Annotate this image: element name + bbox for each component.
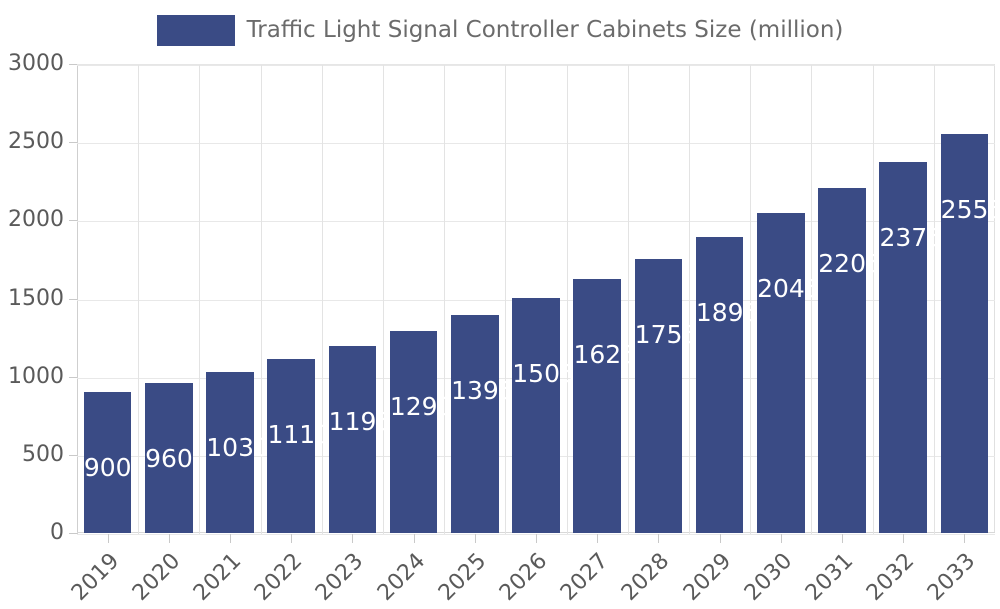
bar[interactable]	[328, 346, 377, 533]
bar[interactable]	[267, 359, 315, 533]
x-axis-tick-mark	[230, 534, 231, 543]
gridline-horizontal	[77, 65, 995, 66]
y-axis-tick-label: 1500	[8, 285, 64, 311]
bar[interactable]	[940, 133, 989, 533]
x-axis-tick-mark	[291, 534, 292, 543]
y-axis-tick-label: 0	[50, 520, 64, 545]
gridline-horizontal	[77, 221, 995, 223]
x-axis-tick-mark	[964, 534, 965, 543]
y-axis-tick-label: 2500	[8, 129, 64, 155]
y-axis-spine	[77, 64, 78, 534]
y-axis-tick-mark	[69, 533, 77, 534]
legend-label: Traffic Light Signal Controller Cabinets…	[246, 16, 844, 43]
x-axis-tick-mark	[842, 534, 843, 543]
bar[interactable]	[83, 392, 132, 533]
bar[interactable]	[695, 236, 744, 533]
x-axis-tick-mark	[658, 534, 659, 543]
y-axis-tick-label: 1000	[8, 363, 64, 389]
gridline-vertical	[322, 65, 323, 534]
bar[interactable]	[389, 331, 438, 533]
gridline-vertical	[505, 65, 506, 534]
bar[interactable]	[512, 297, 560, 533]
y-axis-tick-label: 500	[22, 441, 64, 467]
gridline-vertical	[628, 65, 629, 534]
y-axis-tick-mark	[69, 298, 77, 300]
y-axis-tick-mark	[69, 454, 77, 456]
y-axis-tick-mark	[69, 64, 77, 65]
y-axis-tick-label: 3000	[8, 51, 64, 76]
x-axis-tick-mark	[903, 534, 904, 543]
y-axis-tick-mark	[69, 220, 77, 222]
y-axis-tick-mark	[69, 142, 77, 144]
x-axis-tick-mark	[352, 534, 353, 543]
gridline-vertical	[567, 65, 568, 534]
bar[interactable]	[573, 278, 621, 533]
bar[interactable]	[879, 161, 927, 533]
gridline-vertical	[873, 65, 874, 534]
gridline-horizontal	[77, 143, 995, 145]
bar[interactable]	[145, 382, 193, 533]
bar[interactable]	[634, 258, 683, 533]
bar[interactable]	[451, 314, 499, 533]
legend-color-swatch	[156, 14, 235, 46]
gridline-vertical	[811, 65, 812, 534]
y-axis-tick-label: 2000	[8, 207, 64, 233]
gridline-vertical	[261, 65, 262, 534]
gridline-vertical	[199, 65, 200, 534]
bar[interactable]	[757, 213, 805, 533]
gridline-vertical	[383, 65, 384, 534]
plot-area: 900 960 1030 1110 1195 1290 1395 1505 1625 1755 18…	[77, 64, 1000, 535]
bar[interactable]	[818, 188, 866, 533]
x-axis-tick-mark	[414, 534, 415, 543]
gridline-vertical	[689, 65, 690, 534]
x-axis-tick-mark	[169, 534, 170, 543]
x-axis-tick-mark	[536, 534, 537, 543]
gridline-vertical	[138, 65, 139, 534]
x-axis-tick-mark	[720, 534, 721, 543]
x-axis-tick-mark	[597, 534, 598, 543]
gridline-vertical	[444, 65, 445, 534]
x-axis-tick-mark	[781, 534, 782, 543]
x-axis-tick-mark	[475, 534, 476, 543]
chart-legend: Traffic Light Signal Controller Cabinets…	[0, 10, 1000, 50]
gridline-vertical	[934, 65, 935, 534]
y-axis-tick-mark	[69, 376, 77, 378]
gridline-vertical	[750, 65, 751, 534]
x-axis-tick-mark	[108, 534, 109, 543]
bar[interactable]	[206, 371, 254, 533]
